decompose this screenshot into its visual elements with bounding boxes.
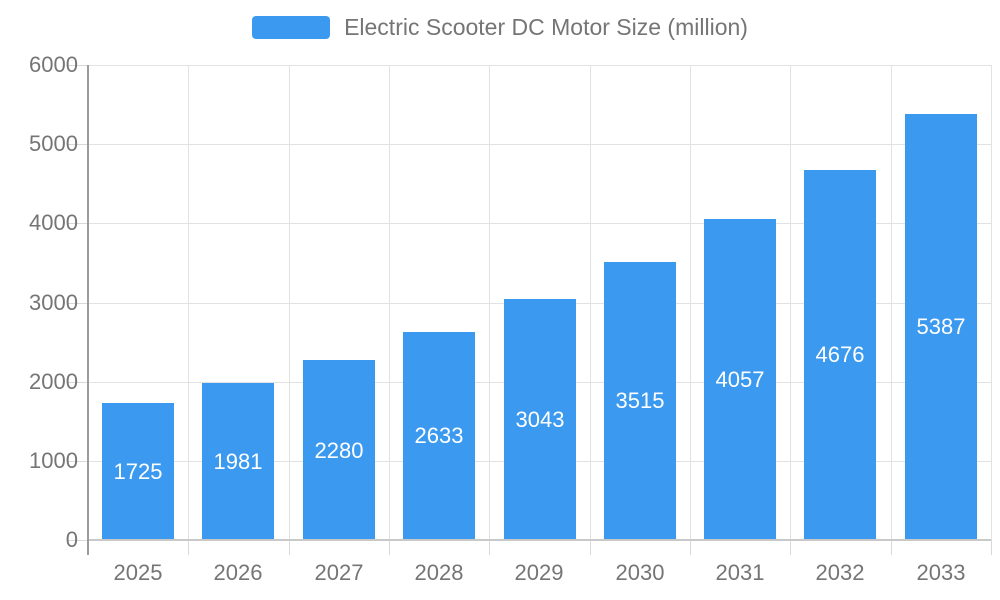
y-gridline — [88, 65, 991, 66]
y-tick — [68, 144, 88, 145]
bar-2029: 3043 — [504, 299, 576, 540]
bar-value-label: 4676 — [815, 342, 865, 367]
bar-2030: 3515 — [604, 262, 676, 540]
x-gridline — [790, 65, 791, 540]
bar-value-label: 2280 — [314, 437, 364, 463]
x-axis-tick-label: 2025 — [113, 560, 163, 585]
bar-2031: 4057 — [704, 219, 776, 540]
y-axis-tick-label: 5000 — [29, 131, 78, 156]
bar-2026: 1981 — [202, 383, 274, 540]
x-gridline — [590, 65, 591, 540]
y-gridline — [88, 223, 991, 224]
bar-value-label: 3043 — [515, 406, 565, 432]
bar-value-label: 1981 — [213, 448, 263, 474]
y-axis-tick-label: 0 — [65, 527, 78, 552]
x-gridline — [991, 65, 992, 540]
x-gridline — [690, 65, 691, 540]
x-tick — [690, 540, 691, 555]
chart-legend[interactable]: Electric Scooter DC Motor Size (million) — [0, 14, 1000, 40]
x-tick — [188, 540, 189, 555]
x-tick — [289, 540, 290, 555]
bar-2033: 5387 — [905, 114, 977, 540]
bar-2028: 2633 — [403, 332, 475, 540]
y-axis-tick-label: 6000 — [29, 52, 78, 77]
y-tick — [68, 303, 88, 304]
x-tick — [790, 540, 791, 555]
x-axis-tick-label: 2029 — [514, 560, 564, 585]
x-axis-line — [88, 539, 991, 541]
y-axis-tick-label: 3000 — [29, 290, 78, 315]
x-tick — [891, 540, 892, 555]
y-tick — [68, 540, 88, 541]
x-gridline — [289, 65, 290, 540]
x-axis-tick-label: 2027 — [314, 560, 364, 585]
bar-2027: 2280 — [303, 360, 375, 541]
legend-label: Electric Scooter DC Motor Size (million) — [344, 14, 748, 40]
y-tick — [68, 461, 88, 462]
y-tick — [68, 382, 88, 383]
x-axis-tick-label: 2028 — [414, 560, 464, 585]
x-gridline — [891, 65, 892, 540]
bar-value-label: 3515 — [615, 388, 665, 413]
y-axis-tick-label: 4000 — [29, 210, 78, 235]
y-tick — [68, 65, 88, 66]
x-gridline — [188, 65, 189, 540]
y-axis-tick-label: 2000 — [29, 369, 78, 394]
x-tick — [991, 540, 992, 555]
y-tick — [68, 223, 88, 224]
bar-value-label: 2633 — [414, 423, 464, 448]
y-axis-line — [87, 65, 89, 555]
y-gridline — [88, 144, 991, 145]
y-axis-tick-label: 1000 — [29, 448, 78, 473]
bar-2025: 1725 — [102, 403, 174, 540]
bar-value-label: 1725 — [113, 458, 163, 484]
bar-2032: 4676 — [804, 170, 876, 540]
x-tick — [590, 540, 591, 555]
x-axis-tick-label: 2032 — [815, 560, 865, 585]
legend-swatch — [252, 15, 331, 39]
x-axis-tick-label: 2033 — [916, 560, 966, 585]
bar-value-label: 5387 — [916, 314, 966, 339]
x-axis-tick-label: 2026 — [213, 560, 263, 585]
bar-value-label: 4057 — [715, 366, 765, 392]
x-axis-tick-label: 2031 — [715, 560, 765, 585]
x-gridline — [489, 65, 490, 540]
x-gridline — [389, 65, 390, 540]
x-tick — [389, 540, 390, 555]
x-axis-tick-label: 2030 — [615, 560, 665, 585]
x-tick — [489, 540, 490, 555]
